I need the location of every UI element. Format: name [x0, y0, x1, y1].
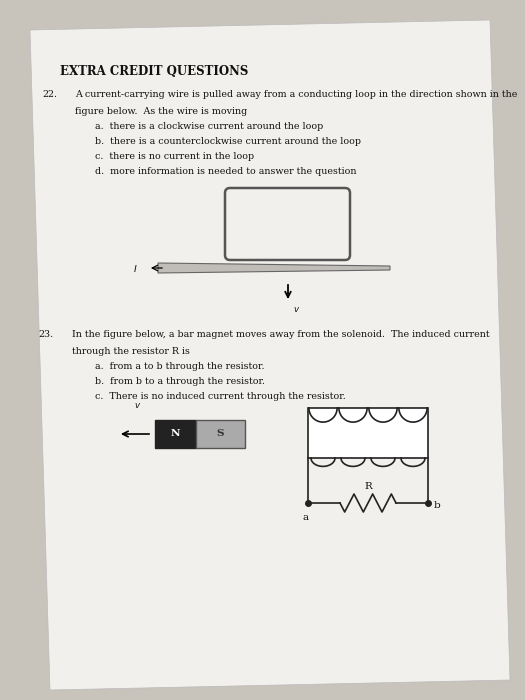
- Bar: [155, 420, 195, 448]
- Text: figure below.  As the wire is moving: figure below. As the wire is moving: [75, 107, 247, 116]
- Polygon shape: [158, 263, 390, 273]
- Bar: [195, 420, 245, 448]
- Text: b.  there is a counterclockwise current around the loop: b. there is a counterclockwise current a…: [95, 137, 361, 146]
- Text: 22.: 22.: [42, 90, 57, 99]
- Text: a.  there is a clockwise current around the loop: a. there is a clockwise current around t…: [95, 122, 323, 131]
- Text: a.  from a to b through the resistor.: a. from a to b through the resistor.: [95, 362, 265, 371]
- Text: EXTRA CREDIT QUESTIONS: EXTRA CREDIT QUESTIONS: [60, 65, 248, 78]
- Text: 23.: 23.: [38, 330, 53, 339]
- Polygon shape: [30, 20, 510, 690]
- Text: A current-carrying wire is pulled away from a conducting loop in the direction s: A current-carrying wire is pulled away f…: [75, 90, 517, 99]
- Text: N: N: [171, 430, 180, 438]
- Text: b: b: [434, 500, 441, 510]
- Text: In the figure below, a bar magnet moves away from the solenoid.  The induced cur: In the figure below, a bar magnet moves …: [72, 330, 490, 339]
- Bar: [308, 408, 428, 458]
- Text: c.  there is no current in the loop: c. there is no current in the loop: [95, 152, 254, 161]
- Text: c.  There is no induced current through the resistor.: c. There is no induced current through t…: [95, 392, 346, 401]
- Text: b.  from b to a through the resistor.: b. from b to a through the resistor.: [95, 377, 265, 386]
- Text: S: S: [216, 430, 224, 438]
- Text: $v$: $v$: [134, 401, 142, 410]
- Text: d.  more information is needed to answer the question: d. more information is needed to answer …: [95, 167, 356, 176]
- Text: R: R: [364, 482, 372, 491]
- Text: $I$: $I$: [133, 262, 138, 274]
- Text: through the resistor R is: through the resistor R is: [72, 347, 190, 356]
- Text: $v$: $v$: [293, 305, 300, 314]
- Text: a: a: [303, 513, 309, 522]
